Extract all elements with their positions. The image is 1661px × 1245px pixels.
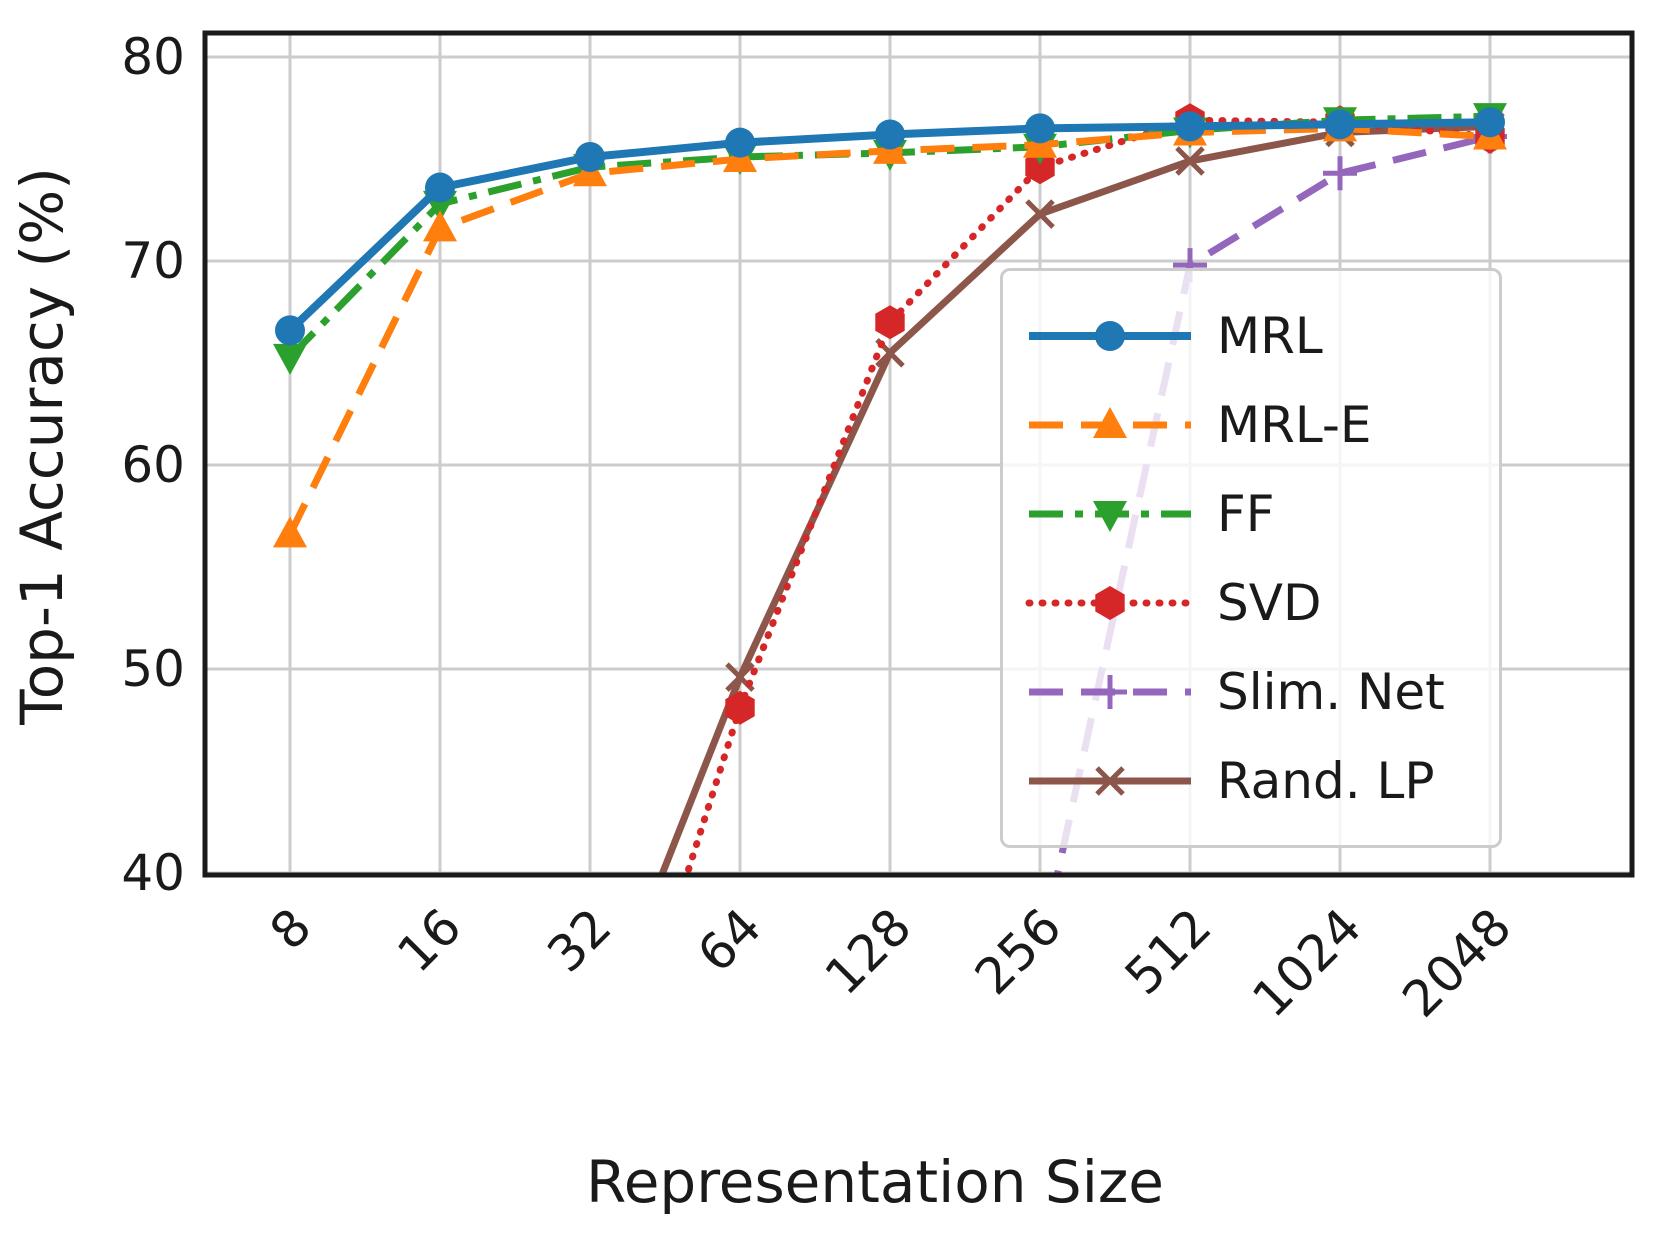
x-marker [577, 1044, 603, 1070]
y-axis-label: Top-1 Accuracy (%) [8, 167, 76, 725]
legend-label: MRL [1217, 306, 1323, 365]
circle-marker [275, 315, 305, 346]
x-tick-label: 8 [259, 897, 323, 961]
x-marker [1175, 146, 1205, 176]
legend-label: SVD [1217, 573, 1322, 632]
x-marker [1025, 199, 1055, 229]
circle-marker [725, 127, 755, 158]
legend-label: MRL-E [1217, 395, 1372, 454]
legend-sample-line [1029, 406, 1191, 438]
series-group [273, 103, 1507, 1070]
triangle-down-marker [1093, 500, 1127, 532]
x-tick-label: 2048 [1391, 897, 1522, 1028]
hexagon-marker [1095, 585, 1125, 620]
y-tick-labels: 40 50 60 70 80 [121, 28, 185, 902]
circle-marker [1475, 107, 1505, 138]
circle-marker [1175, 111, 1205, 142]
series-line-slim-net [1053, 133, 1491, 875]
triangle-down-marker [273, 343, 307, 375]
plot-frame [202, 30, 1635, 878]
legend-sample-line [1029, 765, 1191, 796]
legend-item-mrl-e: MRL-E [1025, 380, 1477, 469]
x-tick-label: 256 [964, 897, 1072, 1005]
legend-item-svd: SVD [1025, 558, 1477, 647]
legend-item-rand-lp: Rand. LP [1025, 736, 1477, 825]
x-tick-label: 128 [814, 897, 922, 1005]
circle-marker [425, 172, 455, 203]
legend-label: Slim. Net [1217, 662, 1445, 721]
x-tick-label: 512 [1114, 897, 1222, 1005]
legend-sample-line [1029, 320, 1191, 351]
circle-marker [575, 141, 605, 172]
circle-marker [1025, 113, 1055, 144]
legend-sample-line [1029, 674, 1191, 709]
legend: MRL MRL-E FF SVD Slim. Net Rand. LP [1000, 268, 1502, 848]
triangle-up-marker [1093, 406, 1127, 438]
x-tick-label: 16 [386, 897, 472, 983]
legend-sample-line [1029, 500, 1191, 532]
x-tick-label: 64 [686, 897, 772, 983]
hexagon-marker [725, 690, 755, 725]
legend-item-slim-net: Slim. Net [1025, 647, 1477, 736]
legend-label: Rand. LP [1217, 751, 1435, 810]
plus-marker [1093, 674, 1127, 709]
x-tick-label: 32 [536, 897, 622, 983]
circle-marker [875, 119, 905, 150]
x-marker [1095, 765, 1125, 796]
legend-item-ff: FF [1025, 469, 1477, 558]
triangle-up-marker [273, 516, 307, 548]
legend-item-mrl: MRL [1025, 291, 1477, 380]
y-tick-label: 70 [121, 232, 185, 290]
y-tick-label: 80 [121, 28, 185, 86]
plus-marker [1323, 156, 1357, 191]
y-tick-label: 40 [121, 844, 185, 902]
y-tick-label: 60 [121, 436, 185, 494]
triangle-up-marker [423, 210, 457, 242]
x-tick-labels: 8 16 32 64 128 256 512 1024 2048 [259, 897, 1523, 1028]
circle-marker [1325, 109, 1355, 140]
x-axis-label: Representation Size [586, 1148, 1164, 1216]
circle-marker [1095, 320, 1125, 351]
legend-sample-line [1025, 585, 1195, 620]
legend-label: FF [1217, 484, 1275, 543]
hexagon-marker [1025, 150, 1055, 185]
hexagon-marker [875, 305, 905, 340]
y-tick-label: 50 [121, 640, 185, 698]
x-tick-label: 1024 [1241, 897, 1372, 1028]
